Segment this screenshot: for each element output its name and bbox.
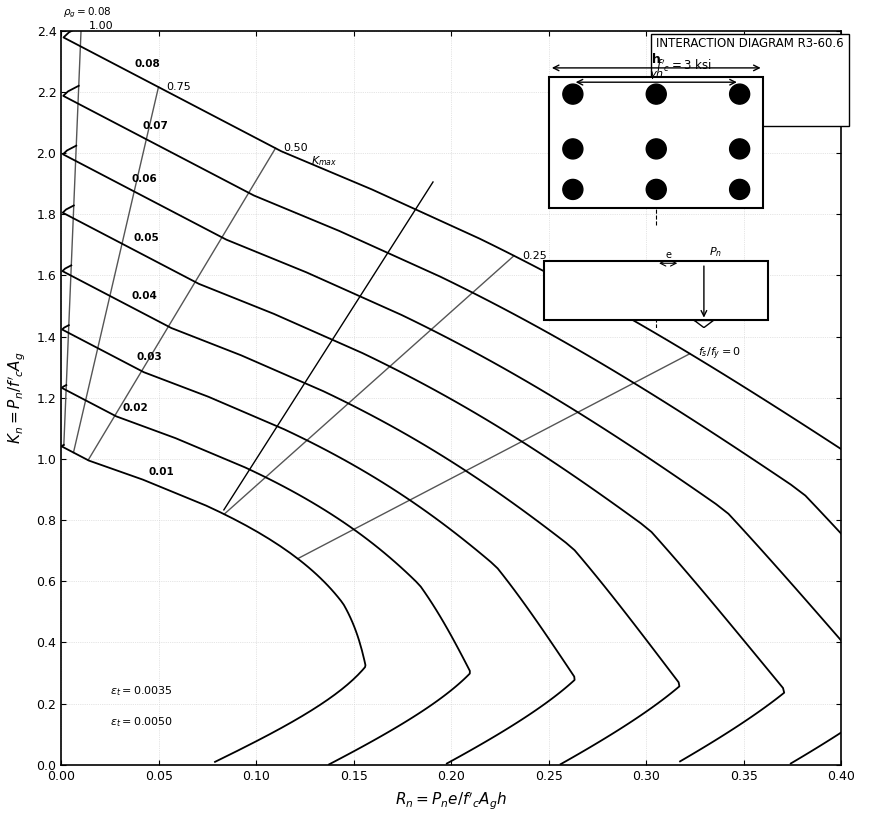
- Circle shape: [730, 179, 750, 199]
- Text: 0.07: 0.07: [142, 121, 168, 131]
- X-axis label: $R_n = P_n e / f'_c A_g h$: $R_n = P_n e / f'_c A_g h$: [396, 791, 507, 812]
- Text: $\varepsilon_t = 0.0035$: $\varepsilon_t = 0.0035$: [110, 685, 173, 698]
- Text: $f_s/f_y = 0$: $f_s/f_y = 0$: [697, 346, 740, 362]
- Text: $K_{max}$: $K_{max}$: [311, 155, 337, 169]
- Circle shape: [647, 179, 666, 199]
- Circle shape: [563, 179, 583, 199]
- Text: 0.75: 0.75: [166, 82, 191, 92]
- Circle shape: [730, 84, 750, 104]
- Circle shape: [730, 139, 750, 159]
- Text: $P_n$: $P_n$: [709, 245, 722, 259]
- Y-axis label: $K_n = P_n / f'_c A_g$: $K_n = P_n / f'_c A_g$: [7, 351, 28, 444]
- Text: 0.08: 0.08: [135, 59, 161, 69]
- Text: $\rho_g = 0.08$: $\rho_g = 0.08$: [63, 6, 112, 20]
- Circle shape: [647, 139, 666, 159]
- Circle shape: [563, 84, 583, 104]
- Text: 0.03: 0.03: [136, 352, 162, 362]
- Text: 1.00: 1.00: [89, 21, 114, 31]
- Text: 0.01: 0.01: [149, 467, 174, 477]
- Text: h: h: [652, 52, 661, 66]
- Circle shape: [563, 139, 583, 159]
- Bar: [544, 261, 768, 320]
- Text: $\gamma h$: $\gamma h$: [648, 67, 664, 81]
- Text: 0.05: 0.05: [133, 233, 159, 243]
- Bar: [549, 78, 764, 209]
- Text: e: e: [665, 250, 671, 260]
- Text: 0.06: 0.06: [131, 174, 158, 184]
- Text: $\varepsilon_t = 0.0050$: $\varepsilon_t = 0.0050$: [110, 715, 173, 729]
- Text: 0.50: 0.50: [284, 143, 308, 153]
- Circle shape: [647, 84, 666, 104]
- Text: 0.04: 0.04: [131, 291, 158, 301]
- Text: INTERACTION DIAGRAM R3-60.6
$f'_c = 3$ ksi
$f_y = 60$ ksi
$\gamma = 0.6$: INTERACTION DIAGRAM R3-60.6 $f'_c = 3$ k…: [656, 37, 844, 122]
- Text: 0.25: 0.25: [522, 251, 547, 260]
- Text: 0.02: 0.02: [123, 403, 148, 414]
